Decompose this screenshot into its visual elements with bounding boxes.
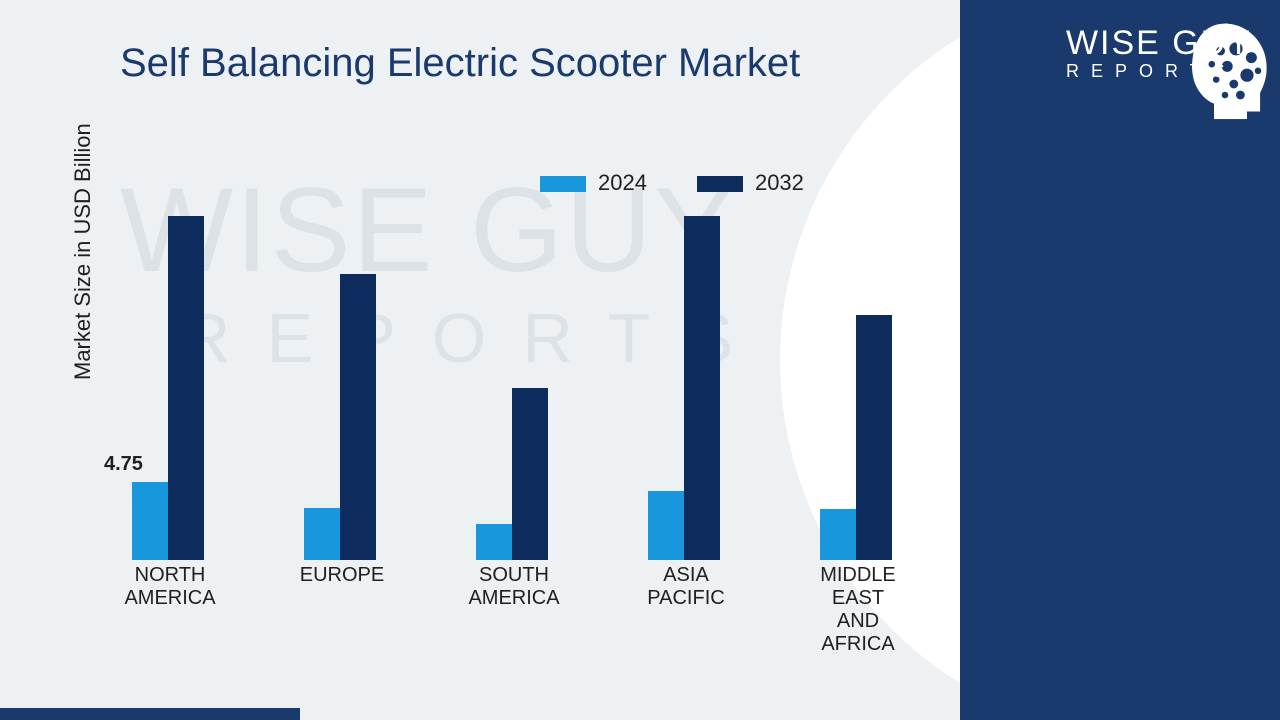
bar bbox=[856, 315, 892, 560]
legend-item-2024: 2024 bbox=[540, 170, 647, 196]
brand-line-1: WISE GUY bbox=[1066, 24, 1252, 63]
y-axis-label: Market Size in USD Billion bbox=[70, 123, 96, 380]
bar bbox=[512, 388, 548, 560]
bar bbox=[648, 491, 684, 560]
value-label: 4.75 bbox=[104, 453, 143, 476]
bar bbox=[684, 216, 720, 560]
decorative-bottom-bar bbox=[0, 708, 300, 720]
bar bbox=[340, 274, 376, 560]
brand-logo: WISE GUY REPORTS bbox=[1066, 24, 1252, 82]
legend-item-2032: 2032 bbox=[697, 170, 804, 196]
bar bbox=[820, 509, 856, 560]
legend-label-2032: 2032 bbox=[755, 170, 804, 195]
x-tick-label: EUROPE bbox=[267, 564, 417, 587]
x-tick-label: SOUTHAMERICA bbox=[439, 564, 589, 610]
chart-canvas: WISE GUY REPORTS WISE GUY REPORTS Self B… bbox=[0, 0, 1280, 720]
bar-chart: 4.75 bbox=[110, 200, 990, 560]
legend-swatch-2032 bbox=[697, 176, 743, 192]
x-tick-label: ASIAPACIFIC bbox=[611, 564, 761, 610]
bar bbox=[304, 508, 340, 560]
bar bbox=[132, 482, 168, 560]
plot-area: 4.75 bbox=[110, 200, 990, 560]
legend: 2024 2032 bbox=[540, 170, 804, 196]
x-tick-label: MIDDLEEASTANDAFRICA bbox=[783, 564, 933, 656]
chart-title: Self Balancing Electric Scooter Market bbox=[120, 40, 800, 86]
bar bbox=[168, 216, 204, 560]
legend-label-2024: 2024 bbox=[598, 170, 647, 195]
legend-swatch-2024 bbox=[540, 176, 586, 192]
bar bbox=[476, 524, 512, 560]
brand-line-2: REPORTS bbox=[1066, 61, 1252, 82]
x-tick-label: NORTHAMERICA bbox=[95, 564, 245, 610]
